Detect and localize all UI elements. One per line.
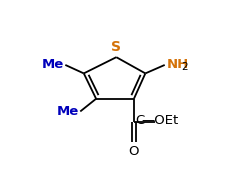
Text: S: S: [111, 40, 121, 54]
Text: —OEt: —OEt: [142, 114, 179, 127]
Text: NH: NH: [166, 58, 189, 71]
Text: Me: Me: [42, 58, 64, 71]
Text: 2: 2: [181, 62, 188, 72]
Text: C: C: [135, 114, 144, 127]
Text: Me: Me: [57, 105, 79, 118]
Text: O: O: [129, 145, 139, 158]
